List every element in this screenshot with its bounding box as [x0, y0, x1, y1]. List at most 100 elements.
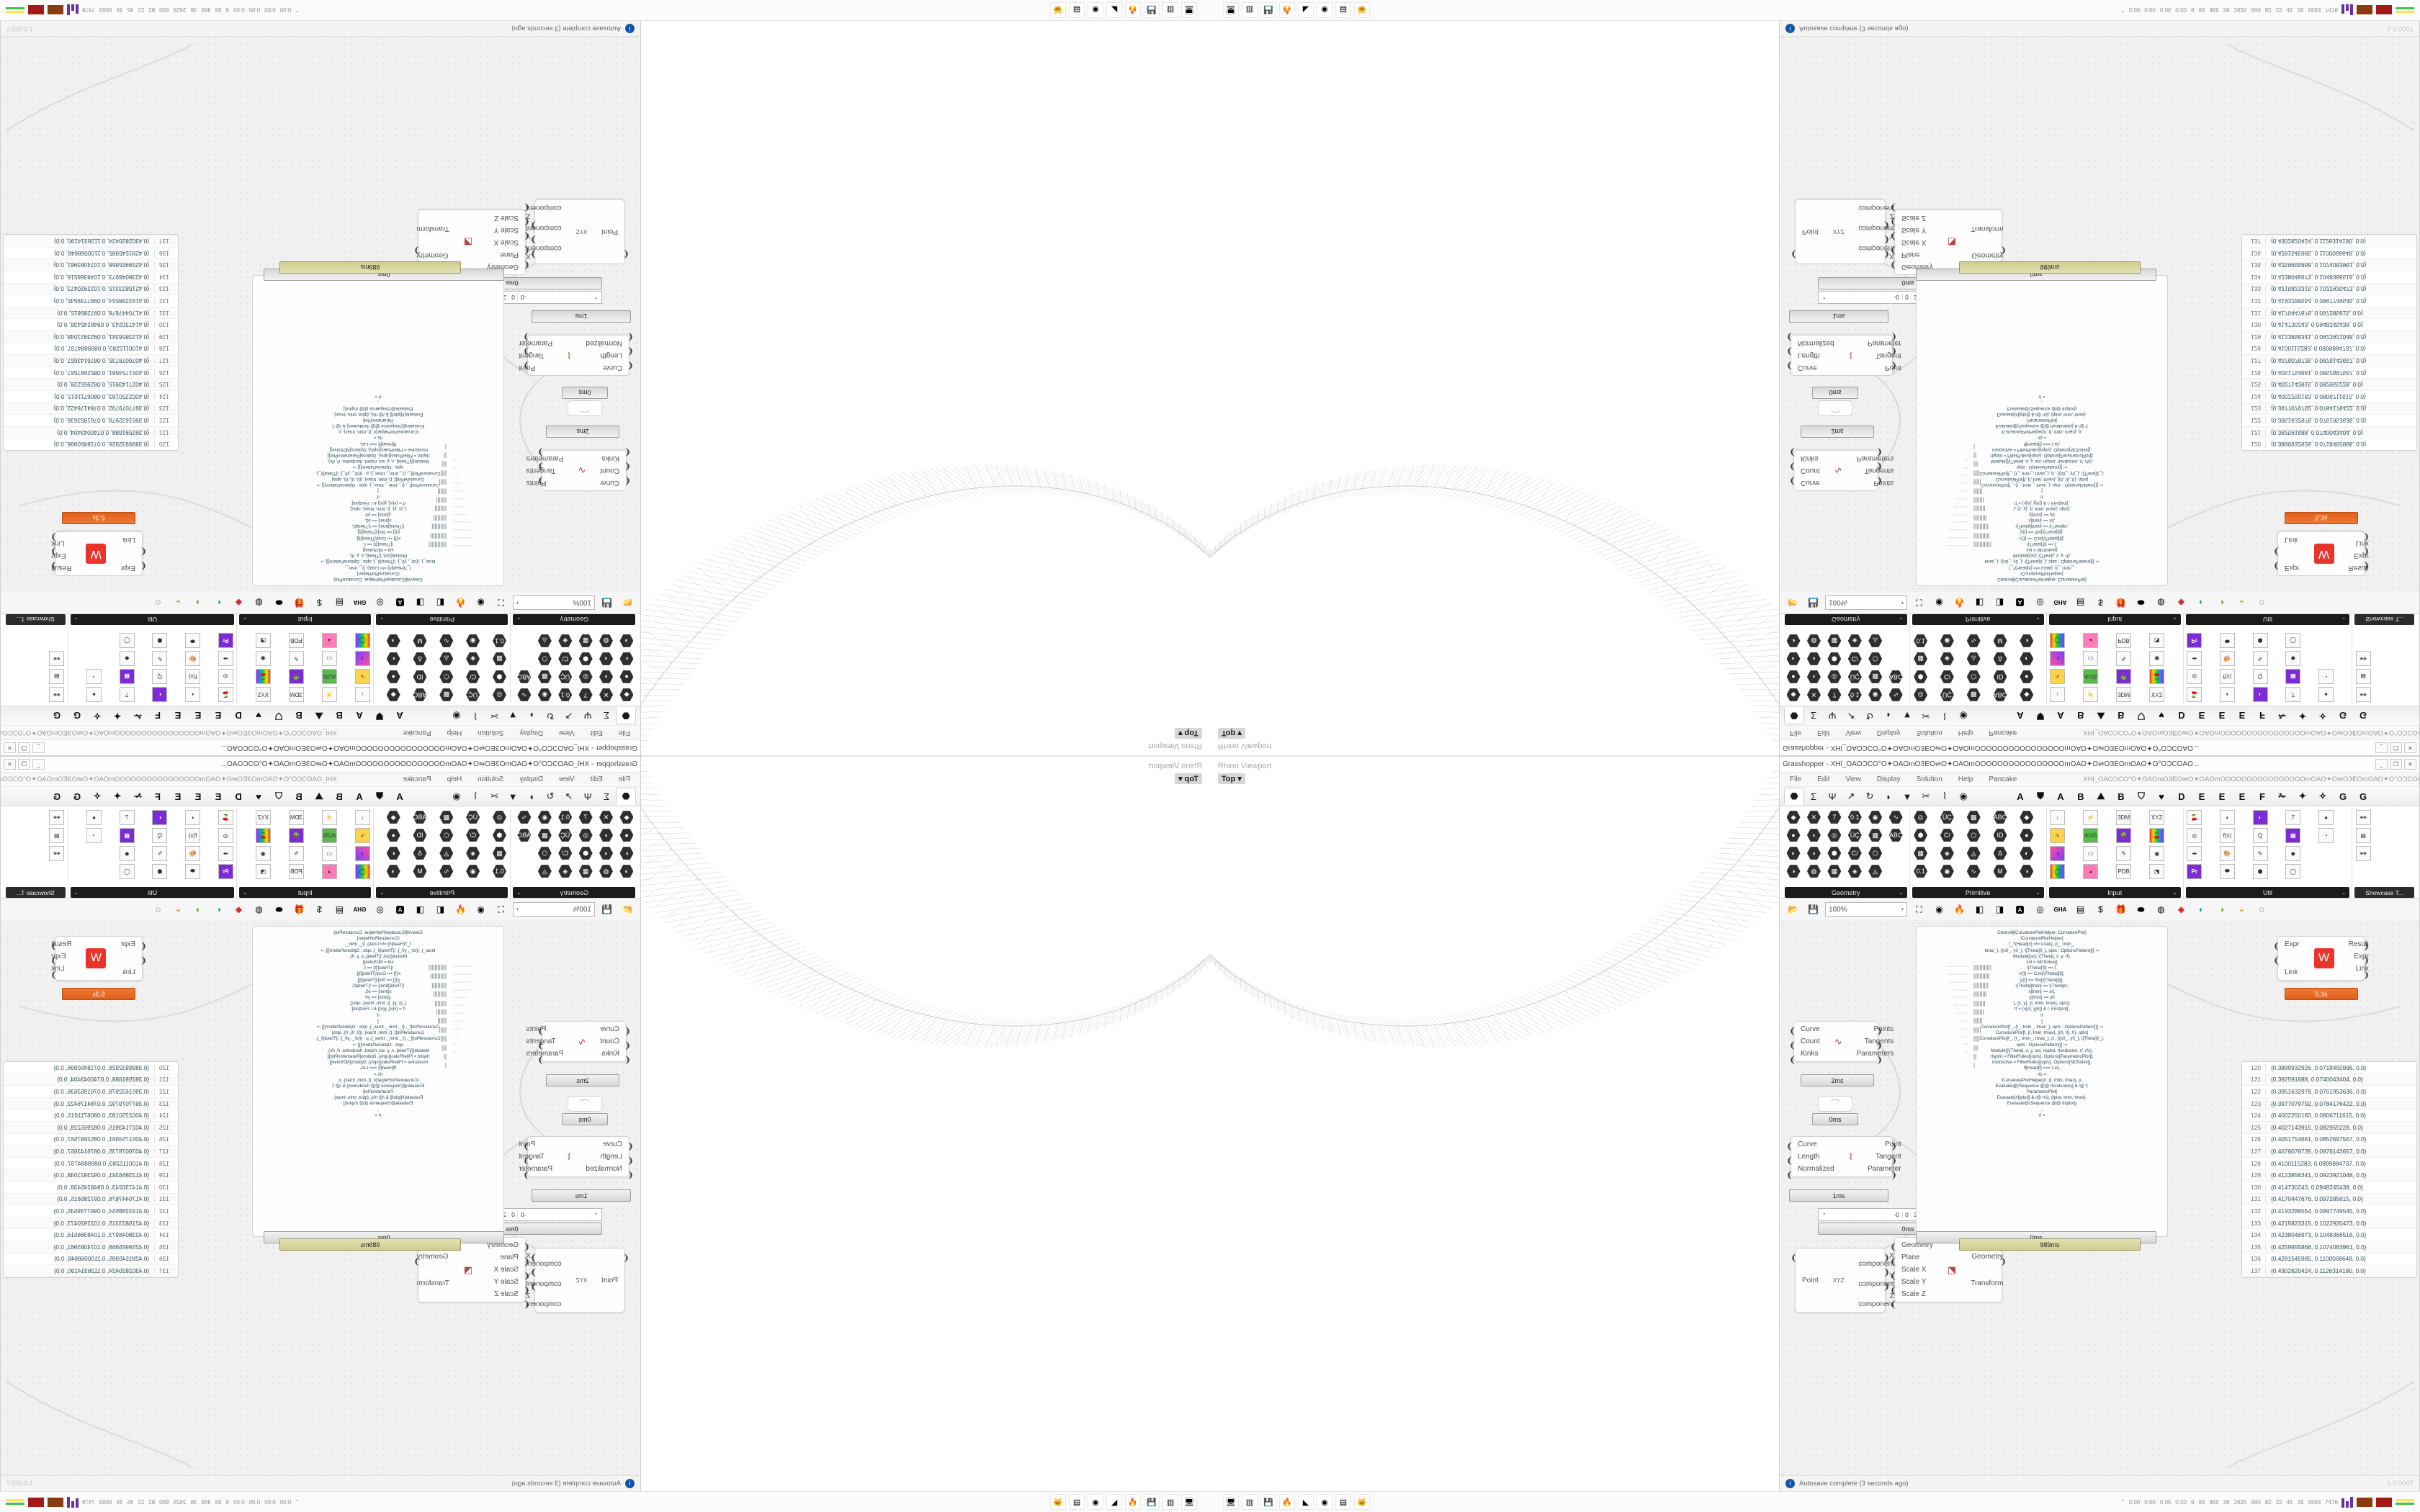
- taskbar-icon-firefox[interactable]: 🔥: [1279, 2, 1295, 18]
- ribbon-panel[interactable]: ◆ ● ◐ ◑ ✕ ◗ ◖ ◍ 7 ◎ ⬢ ▦ 0.1 ÜÇ C/◈ ◉ ▩ ⬡ ◬ ∿ ABC Geometry ⌄ …: [1780, 613, 2419, 706]
- geometry-icon-grid[interactable]: ◆ ● ◐ ◑ ✕ ◗ ◖ ◍ 7 ◎ ⬢ ▦ 0.1 ÜÇ C/◈ ◉ ▩ ⬡ ◬ ∿ ABC: [513, 625, 635, 703]
- gha-assemblies-button[interactable]: GHA: [2053, 906, 2067, 913]
- ribbon-icon[interactable]: ◐: [2018, 650, 2035, 667]
- chevron-down-icon[interactable]: ▾: [1901, 907, 1904, 912]
- ribbon-icon[interactable]: ◉: [254, 845, 272, 862]
- ribbon-panel[interactable]: ◆ ● ◐ ◑ ✕ ◗ ◖ ◍ 7 ◎ ⬢ ▦ 0.1 ÜÇ C/◈ ◉ ▩ ⬡ ◬ ∿ ABC Geometry ⌄ …: [1780, 806, 2419, 899]
- draw-fancy-wires-button[interactable]: ◨: [1995, 598, 2004, 608]
- port-out-point[interactable]: ❩: [1889, 361, 1897, 371]
- ribbon-icon[interactable]: ◑: [1785, 863, 1802, 880]
- ribbon-icon[interactable]: ÜÇ: [557, 827, 574, 844]
- point-data-panel[interactable]: 120 {0.3899932926, 0.0718450996, 0.0} 121{…: [2241, 234, 2417, 451]
- ribbon-icon[interactable]: PDB: [2115, 863, 2133, 880]
- menu-item-solution[interactable]: Solution: [478, 775, 504, 783]
- input-icon-grid[interactable]: ↓ ∿ ◑ ◯ ⚡ AUG ▭ ◕ 3DM 🌳 ✎ PDB XYZ 🍒 ◉ ⬔: [2049, 809, 2181, 887]
- script-editor-button[interactable]: ▤: [2076, 598, 2085, 608]
- ribbon-icon[interactable]: XYZ: [2148, 686, 2166, 703]
- ribbon-icon[interactable]: ◕: [2082, 632, 2099, 649]
- ribbon-icon[interactable]: ∿: [438, 632, 455, 649]
- ribbon-group-util-label[interactable]: Util ⌄: [2185, 614, 2350, 625]
- ribbon-icon[interactable]: ✎: [2115, 845, 2133, 862]
- ribbon-tab-extra-15[interactable]: ✧: [2318, 791, 2327, 801]
- ribbon-tab-extra-9[interactable]: E: [215, 791, 222, 802]
- ribbon-group-primitive-label[interactable]: Primitive ⌄: [1912, 887, 2044, 898]
- ribbon-icon[interactable]: ✎: [2251, 845, 2269, 862]
- minimize-button[interactable]: _: [32, 759, 45, 770]
- taskbar-icon-save[interactable]: 💾: [1144, 1494, 1160, 1510]
- ribbon-icon[interactable]: ●: [618, 668, 635, 685]
- menu-item-edit[interactable]: Edit: [1817, 775, 1830, 783]
- ribbon-icon[interactable]: ▤: [48, 827, 66, 844]
- ribbon-icon[interactable]: 0.1: [1846, 809, 1863, 826]
- taskbar-icon-terminal[interactable]: ▥: [1242, 1494, 1258, 1510]
- ribbon-group-primitive-label[interactable]: Primitive ⌄: [376, 887, 508, 898]
- system-tray[interactable]: ⌃ 0.00 0.00 0.05 0.00 9 93 465 36 2625 990 82 22 45 3…: [2120, 4, 2414, 16]
- ribbon-icon[interactable]: 0.1: [490, 632, 508, 649]
- ribbon-icon[interactable]: ●: [1785, 668, 1802, 685]
- ribbon-icon[interactable]: ◐: [151, 686, 169, 703]
- ribbon-group-input-label[interactable]: Input ⌄: [2048, 887, 2181, 898]
- ribbon-tab-extra-13[interactable]: ✁: [133, 711, 142, 721]
- draw-icons-button[interactable]: ◧: [436, 904, 445, 914]
- ribbon-icon[interactable]: ÜÇ: [1938, 686, 1955, 703]
- taskbar-icon-store[interactable]: ▤: [1069, 2, 1085, 18]
- ribbon-icon[interactable]: ÜÇ: [557, 668, 574, 685]
- ribbon-icon[interactable]: AUG: [2082, 668, 2099, 685]
- ribbon-icon[interactable]: 🕶: [2354, 686, 2372, 703]
- ribbon-tab-mesh[interactable]: ▼: [1902, 791, 1912, 802]
- ribbon-icon[interactable]: 7: [577, 686, 594, 703]
- ribbon-group-primitive[interactable]: ◎ ⬢ ▦ 0.1 ÜÇ C/◈ ◉ ▩ ⬡ ◬ ∿ ABC ID Δ M ◆ ● ◐ ◑ Primitive ⌄: [1910, 809, 2047, 898]
- ribbon-tab-extra-2[interactable]: A: [2057, 791, 2064, 802]
- ribbon-icon[interactable]: ◑: [618, 632, 635, 649]
- ribbon-tab-extra-15[interactable]: ✧: [93, 711, 102, 721]
- ribbon-icon[interactable]: ⬢: [1912, 668, 1930, 685]
- ribbon-icon[interactable]: ⬡: [1867, 845, 1884, 862]
- ribbon-icon[interactable]: AUG: [321, 668, 338, 685]
- ribbon-icon[interactable]: ✕: [598, 686, 615, 703]
- windows-taskbar[interactable]: 🖥 ▥ 💾 🔥 ◣ ◉ ▤ 🐱 ⌃ 0.00 0.00 0.05 0.00 9 93 465 36 2625 9…: [0, 1491, 1210, 1512]
- zoom-level-input[interactable]: 100% ▾: [1825, 902, 1907, 917]
- chevron-down-icon[interactable]: ▾: [1901, 600, 1904, 605]
- package-manager-button[interactable]: 🎁: [294, 598, 305, 608]
- input-ports[interactable]: ❨ ❨ ❨: [1786, 1141, 1793, 1180]
- zoom-extents-button[interactable]: ⛶: [1916, 598, 1922, 608]
- ribbon-icon[interactable]: ▭: [2082, 845, 2099, 862]
- port-in-geometry[interactable]: ❨: [1890, 1242, 1898, 1252]
- ribbon-category-bar[interactable]: ⬣ Σ Ψ ↗ ↻ ◗ ▼ ✂ ⌇ ◉ A ⛊ A B ⛰ B ⛉ ♥ D E: [1780, 706, 2419, 725]
- port-in-scale-y[interactable]: ❨: [1890, 217, 1898, 227]
- ribbon-icon[interactable]: ∿: [1887, 809, 1904, 826]
- ribbon-icon[interactable]: ▩: [1965, 809, 1982, 826]
- port-out-tangent[interactable]: ❩: [523, 1156, 531, 1166]
- menu-bar[interactable]: File Edit View Display Solution Help Pan…: [1780, 725, 2419, 739]
- ribbon-icon[interactable]: ◑: [385, 632, 402, 649]
- ribbon-icon[interactable]: 🍒: [2148, 668, 2166, 685]
- ribbon-icon[interactable]: ✕: [1805, 686, 1822, 703]
- input-ports[interactable]: ❨: [1791, 1253, 1798, 1263]
- primitive-icon-grid[interactable]: ◎ ⬢ ▦ 0.1 ÜÇ C/◈ ◉ ▩ ⬡ ◬ ∿ ABC ID Δ M ◆ ● ◐ ◑: [1912, 625, 2044, 703]
- package-manager-button[interactable]: 🎁: [2115, 904, 2126, 914]
- menu-item-solution[interactable]: Solution: [478, 729, 504, 737]
- ribbon-icon[interactable]: 🕶: [2354, 650, 2372, 667]
- ribbon-icon[interactable]: 3DM: [287, 686, 305, 703]
- menu-item-edit[interactable]: Edit: [1817, 729, 1830, 737]
- port-in-scale-y[interactable]: ❨: [522, 217, 530, 227]
- port-in-count[interactable]: ❨: [1789, 462, 1797, 472]
- ribbon-icon[interactable]: ◐: [2251, 686, 2269, 703]
- grasshopper-canvas[interactable]: ❨ ❨ ❨ ❩ ❩ ❩ Curve Count Kinks: [1780, 37, 2419, 592]
- ribbon-tab-extra-4[interactable]: ⛰: [2097, 711, 2105, 721]
- ribbon-icon[interactable]: ◗: [598, 668, 615, 685]
- ribbon-group-util-label[interactable]: Util ⌄: [70, 887, 235, 898]
- taskbar-icon-terminal[interactable]: ▥: [1162, 2, 1178, 18]
- open-file-button[interactable]: 📂: [1788, 904, 1798, 914]
- port-out-transform[interactable]: ❩: [1999, 1256, 2007, 1266]
- ribbon-icon[interactable]: XYZ: [254, 686, 272, 703]
- slider-digit-1[interactable]: 2: [1911, 1211, 1919, 1218]
- ribbon-icon[interactable]: PDB: [287, 863, 305, 880]
- port-out-parameter[interactable]: ❩: [523, 332, 531, 342]
- draw-icons-button[interactable]: ◧: [1975, 904, 1984, 914]
- ribbon-tab-extra-10[interactable]: E: [194, 791, 202, 802]
- node-bezier-graph[interactable]: ⌒: [568, 1096, 602, 1112]
- ribbon-tab-extra-7[interactable]: ♥: [256, 791, 261, 802]
- ribbon-icon[interactable]: ⬡: [536, 650, 553, 667]
- port-in-point[interactable]: ❨: [622, 1253, 629, 1263]
